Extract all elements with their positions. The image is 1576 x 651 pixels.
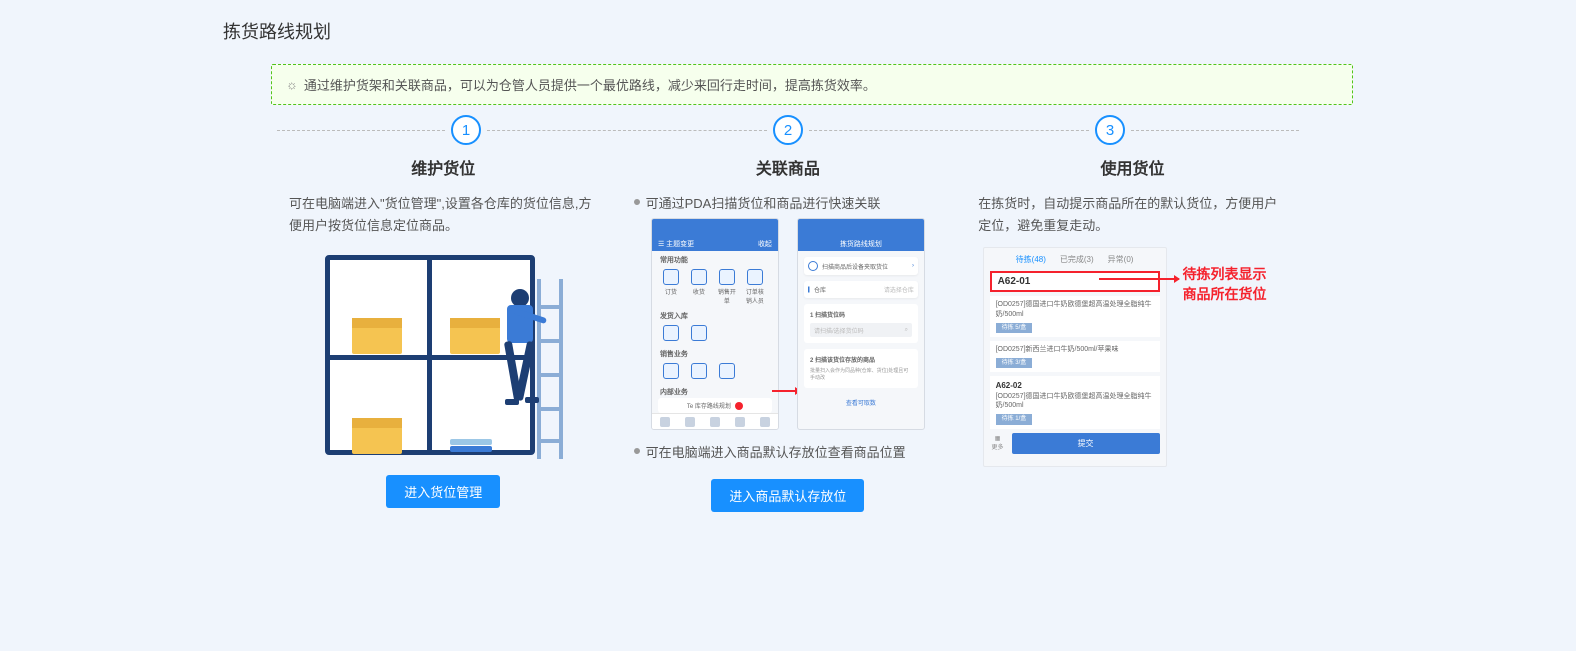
- step-1-desc: 可在电脑端进入"货位管理",设置各仓库的货位信息,方便用户按货位信息定位商品。: [289, 193, 598, 237]
- shelf-illustration: [313, 247, 573, 457]
- step-1-title: 维护货位: [411, 155, 475, 179]
- step-3-title: 使用货位: [1101, 155, 1165, 179]
- list-tab-error: 异常(0): [1108, 254, 1134, 265]
- highlighted-location-code: A62-01: [990, 271, 1160, 292]
- picking-list-illustration: 待拣(48) 已完成(3) 异常(0) A62-01 [OD0257]德国进口牛…: [983, 247, 1283, 467]
- list-item: [OD0257]新西兰进口牛奶/500ml/苹果味 待拣 3/盒: [990, 341, 1160, 372]
- step-badge-1: 1: [451, 115, 481, 145]
- step-3-desc: 在拣货时，自动提示商品所在的默认货位，方便用户定位，避免重复走动。: [978, 193, 1287, 237]
- enter-location-mgmt-button[interactable]: 进入货位管理: [386, 475, 500, 508]
- step-2-title: 关联商品: [756, 155, 820, 179]
- step-badge-3: 3: [1095, 115, 1125, 145]
- step-badge-2: 2: [773, 115, 803, 145]
- enter-default-location-button[interactable]: 进入商品默认存放位: [711, 479, 864, 512]
- page-title: 拣货路线规划: [223, 18, 1353, 44]
- step-col-1: 维护货位 可在电脑端进入"货位管理",设置各仓库的货位信息,方便用户按货位信息定…: [271, 155, 616, 512]
- arrow-icon: [1099, 278, 1179, 280]
- tip-text: 通过维护货架和关联商品，可以为仓管人员提供一个最优路线，减少来回行走时间，提高拣…: [304, 75, 876, 94]
- step-2-bullet-2: 可在电脑端进入商品默认存放位查看商品位置: [634, 442, 943, 461]
- list-item: A62-02 [OD0257]德国进口牛奶欧德堡超高温处理全脂纯牛奶/500ml…: [990, 376, 1160, 428]
- step-col-2: 关联商品 可通过PDA扫描货位和商品进行快速关联 ☰ 主题变更收起 常用功能 订…: [616, 155, 961, 512]
- submit-button-mock: 提交: [1012, 433, 1160, 454]
- list-tab-done: 已完成(3): [1060, 254, 1094, 265]
- step-2-bullet-1: 可通过PDA扫描货位和商品进行快速关联: [634, 193, 943, 212]
- phone-mock-1: ☰ 主题变更收起 常用功能 订货 收货 销售开单 订单核销人员 发货入库 销售业…: [651, 218, 779, 430]
- red-annotation: 待拣列表显示 商品所在货位: [1183, 265, 1293, 304]
- steps-row: 1 2 3: [271, 115, 1305, 145]
- pda-illustration: ☰ 主题变更收起 常用功能 订货 收货 销售开单 订单核销人员 发货入库 销售业…: [638, 218, 938, 438]
- list-item: [OD0257]德国进口牛奶欧德堡超高温处理全脂纯牛奶/500ml 待拣 5/盒: [990, 296, 1160, 337]
- lightbulb-icon: ☼: [286, 77, 298, 92]
- tip-box: ☼ 通过维护货架和关联商品，可以为仓管人员提供一个最优路线，减少来回行走时间，提…: [271, 64, 1353, 105]
- arrow-icon: [772, 390, 800, 392]
- list-tab-pending: 待拣(48): [1016, 254, 1046, 265]
- step-col-3: 使用货位 在拣货时，自动提示商品所在的默认货位，方便用户定位，避免重复走动。 待…: [960, 155, 1305, 512]
- more-icon: ▦更多: [990, 435, 1006, 451]
- phone-mock-2: 拣货路线规划 扫描商品后设备夹取货位› ▎仓库请选择仓库 1 扫描货位码 请扫描…: [797, 218, 925, 430]
